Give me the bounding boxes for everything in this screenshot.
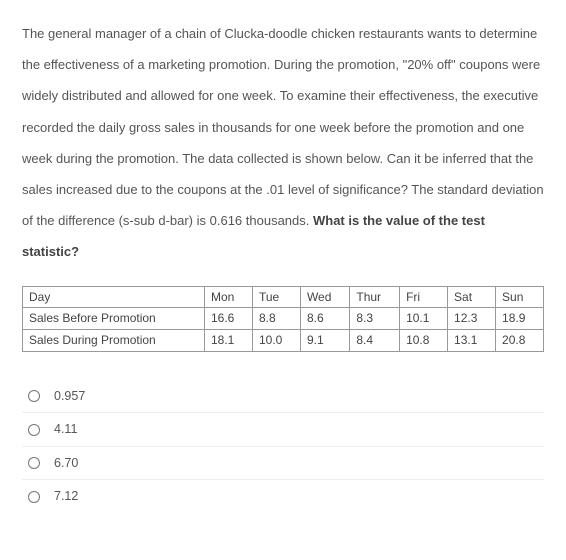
header-cell: Mon bbox=[205, 286, 253, 308]
data-cell: 16.6 bbox=[205, 308, 253, 330]
option-d[interactable]: 7.12 bbox=[22, 479, 544, 513]
data-cell: 18.9 bbox=[496, 308, 544, 330]
header-cell: Fri bbox=[400, 286, 448, 308]
row-label: Sales During Promotion bbox=[23, 330, 205, 352]
option-b[interactable]: 4.11 bbox=[22, 412, 544, 446]
option-a[interactable]: 0.957 bbox=[22, 380, 544, 413]
radio-b[interactable] bbox=[28, 424, 40, 436]
question-text: The general manager of a chain of Clucka… bbox=[22, 18, 544, 268]
table-row: Sales Before Promotion 16.6 8.8 8.6 8.3 … bbox=[23, 308, 544, 330]
data-cell: 20.8 bbox=[496, 330, 544, 352]
data-cell: 8.4 bbox=[350, 330, 400, 352]
data-table: Day Mon Tue Wed Thur Fri Sat Sun Sales B… bbox=[22, 286, 544, 352]
option-label: 7.12 bbox=[54, 490, 78, 503]
question-body: The general manager of a chain of Clucka… bbox=[22, 26, 544, 228]
data-cell: 12.3 bbox=[448, 308, 496, 330]
option-label: 0.957 bbox=[54, 390, 85, 403]
radio-a[interactable] bbox=[28, 390, 40, 402]
data-cell: 8.6 bbox=[300, 308, 349, 330]
data-cell: 13.1 bbox=[448, 330, 496, 352]
data-cell: 18.1 bbox=[205, 330, 253, 352]
answer-options: 0.957 4.11 6.70 7.12 bbox=[22, 380, 544, 513]
row-label: Sales Before Promotion bbox=[23, 308, 205, 330]
data-cell: 9.1 bbox=[300, 330, 349, 352]
data-cell: 10.8 bbox=[400, 330, 448, 352]
header-cell: Sat bbox=[448, 286, 496, 308]
table-row: Sales During Promotion 18.1 10.0 9.1 8.4… bbox=[23, 330, 544, 352]
option-label: 6.70 bbox=[54, 457, 78, 470]
header-cell: Wed bbox=[300, 286, 349, 308]
header-cell: Tue bbox=[252, 286, 300, 308]
data-cell: 10.1 bbox=[400, 308, 448, 330]
header-cell: Thur bbox=[350, 286, 400, 308]
header-cell: Sun bbox=[496, 286, 544, 308]
header-cell: Day bbox=[23, 286, 205, 308]
option-c[interactable]: 6.70 bbox=[22, 446, 544, 480]
data-cell: 8.8 bbox=[252, 308, 300, 330]
radio-d[interactable] bbox=[28, 491, 40, 503]
option-label: 4.11 bbox=[54, 423, 77, 436]
data-cell: 8.3 bbox=[350, 308, 400, 330]
radio-c[interactable] bbox=[28, 457, 40, 469]
table-row: Day Mon Tue Wed Thur Fri Sat Sun bbox=[23, 286, 544, 308]
data-cell: 10.0 bbox=[252, 330, 300, 352]
